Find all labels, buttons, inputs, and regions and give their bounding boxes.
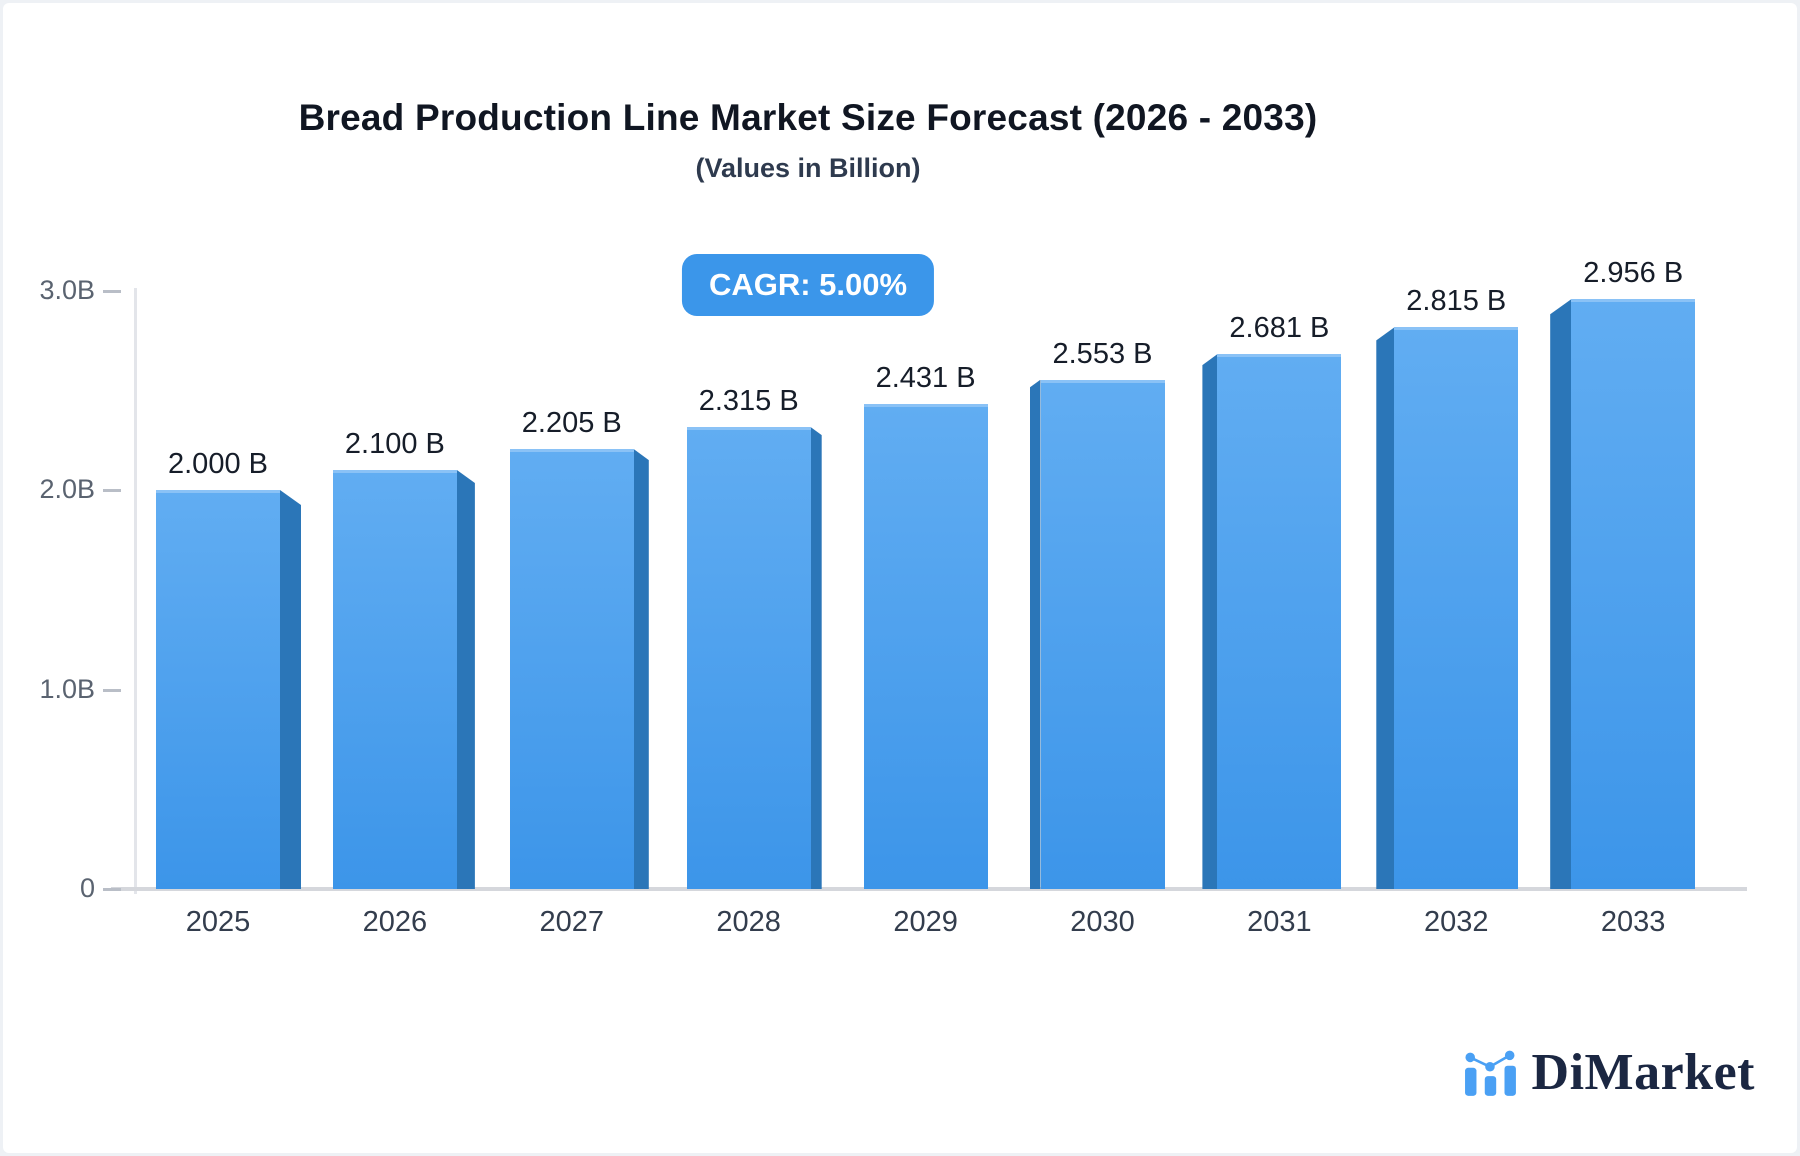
bar-value-label: 2.553 B	[1052, 337, 1153, 370]
x-axis-label: 2031	[1247, 906, 1312, 938]
bar-value-label: 2.315 B	[698, 385, 799, 418]
bar-2033	[1571, 299, 1696, 889]
x-axis-label: 2029	[893, 906, 958, 938]
x-axis-baseline	[111, 887, 1747, 891]
x-axis-label: 2026	[362, 906, 428, 938]
dimarket-logo: DiMarket	[1464, 1043, 1755, 1102]
y-axis-tick	[103, 289, 121, 293]
y-axis-tick	[103, 888, 121, 891]
y-axis-tick-label: 2.0B	[39, 474, 95, 504]
bar-value-label: 2.815 B	[1406, 285, 1507, 318]
bar-value-label: 2.100 B	[344, 428, 445, 461]
cagr-badge: CAGR: 5.00%	[681, 254, 935, 316]
bar-2029	[863, 404, 988, 889]
chart-title: Bread Production Line Market Size Foreca…	[298, 97, 1318, 138]
bar-value-label: 2.681 B	[1229, 312, 1330, 345]
bar-3d-side	[810, 427, 822, 889]
bar-value-label: 2.205 B	[521, 407, 622, 440]
x-axis-label: 2033	[1600, 906, 1666, 938]
bar-3d-side	[1202, 354, 1218, 889]
x-axis-label: 2032	[1424, 906, 1489, 938]
bar-3d-side	[1550, 299, 1572, 889]
chart-card: Bread Production Line Market Size Foreca…	[3, 3, 1797, 1153]
y-axis-tick	[103, 489, 121, 492]
bar-2028	[686, 427, 811, 889]
chart-subtitle: (Values in Billion)	[695, 153, 921, 183]
bar-value-label: 2.000 B	[168, 448, 268, 480]
mini-bar-chart-icon	[1464, 1050, 1516, 1096]
bar-3d-side	[1029, 379, 1041, 889]
y-axis-line	[134, 288, 137, 894]
bar-3d-side	[456, 470, 475, 889]
bar-chart-plot-area: 0 1.0B 2.0B 3.0B 2.000 B 2025 2.100 B 2026 2.205…	[3, 3, 1797, 1153]
bar-value-label: 2.431 B	[875, 362, 976, 394]
x-axis-label: 2027	[539, 906, 605, 938]
x-axis-label: 2025	[185, 906, 251, 938]
logo-text: DiMarket	[1531, 1044, 1755, 1101]
y-axis-tick-label: 1.0B	[39, 673, 95, 704]
x-axis-label: 2028	[716, 906, 781, 938]
y-axis-tick-label: 3.0B	[39, 274, 95, 305]
bar-3d-side	[280, 490, 301, 889]
bar-2027	[509, 449, 634, 889]
bar-2030	[1040, 379, 1165, 889]
bar-3d-side	[1376, 327, 1395, 889]
x-axis-label: 2030	[1070, 906, 1135, 938]
bar-2026	[332, 470, 457, 889]
bar-2032	[1394, 327, 1519, 889]
bar-value-label: 2.956 B	[1583, 257, 1684, 290]
y-axis-tick-label: 0	[79, 873, 95, 903]
bar-2025	[156, 490, 280, 889]
bar-3d-side	[633, 449, 649, 889]
y-axis-tick	[103, 688, 121, 692]
bar-2031	[1217, 354, 1342, 889]
